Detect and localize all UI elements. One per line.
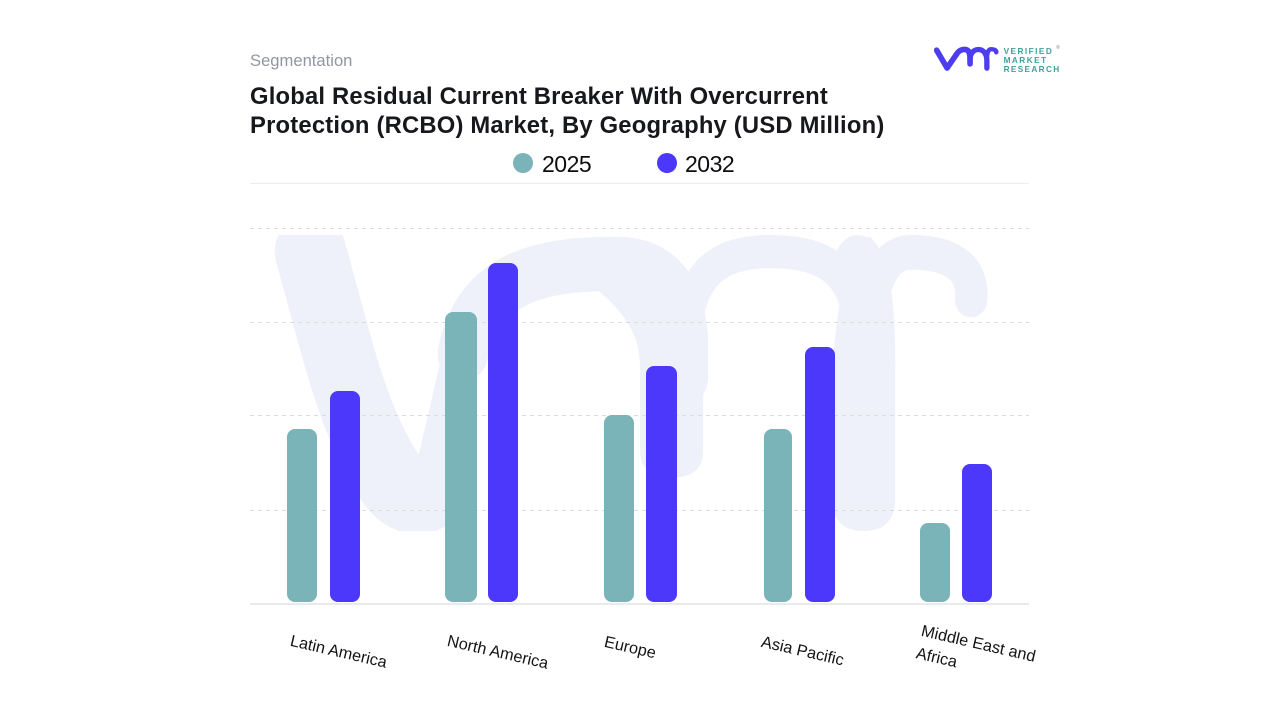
svg-text:MARKET: MARKET	[1004, 56, 1048, 65]
svg-text:VERIFIED: VERIFIED	[1004, 47, 1054, 56]
svg-text:®: ®	[1057, 44, 1061, 51]
svg-text:RESEARCH: RESEARCH	[1004, 65, 1061, 74]
